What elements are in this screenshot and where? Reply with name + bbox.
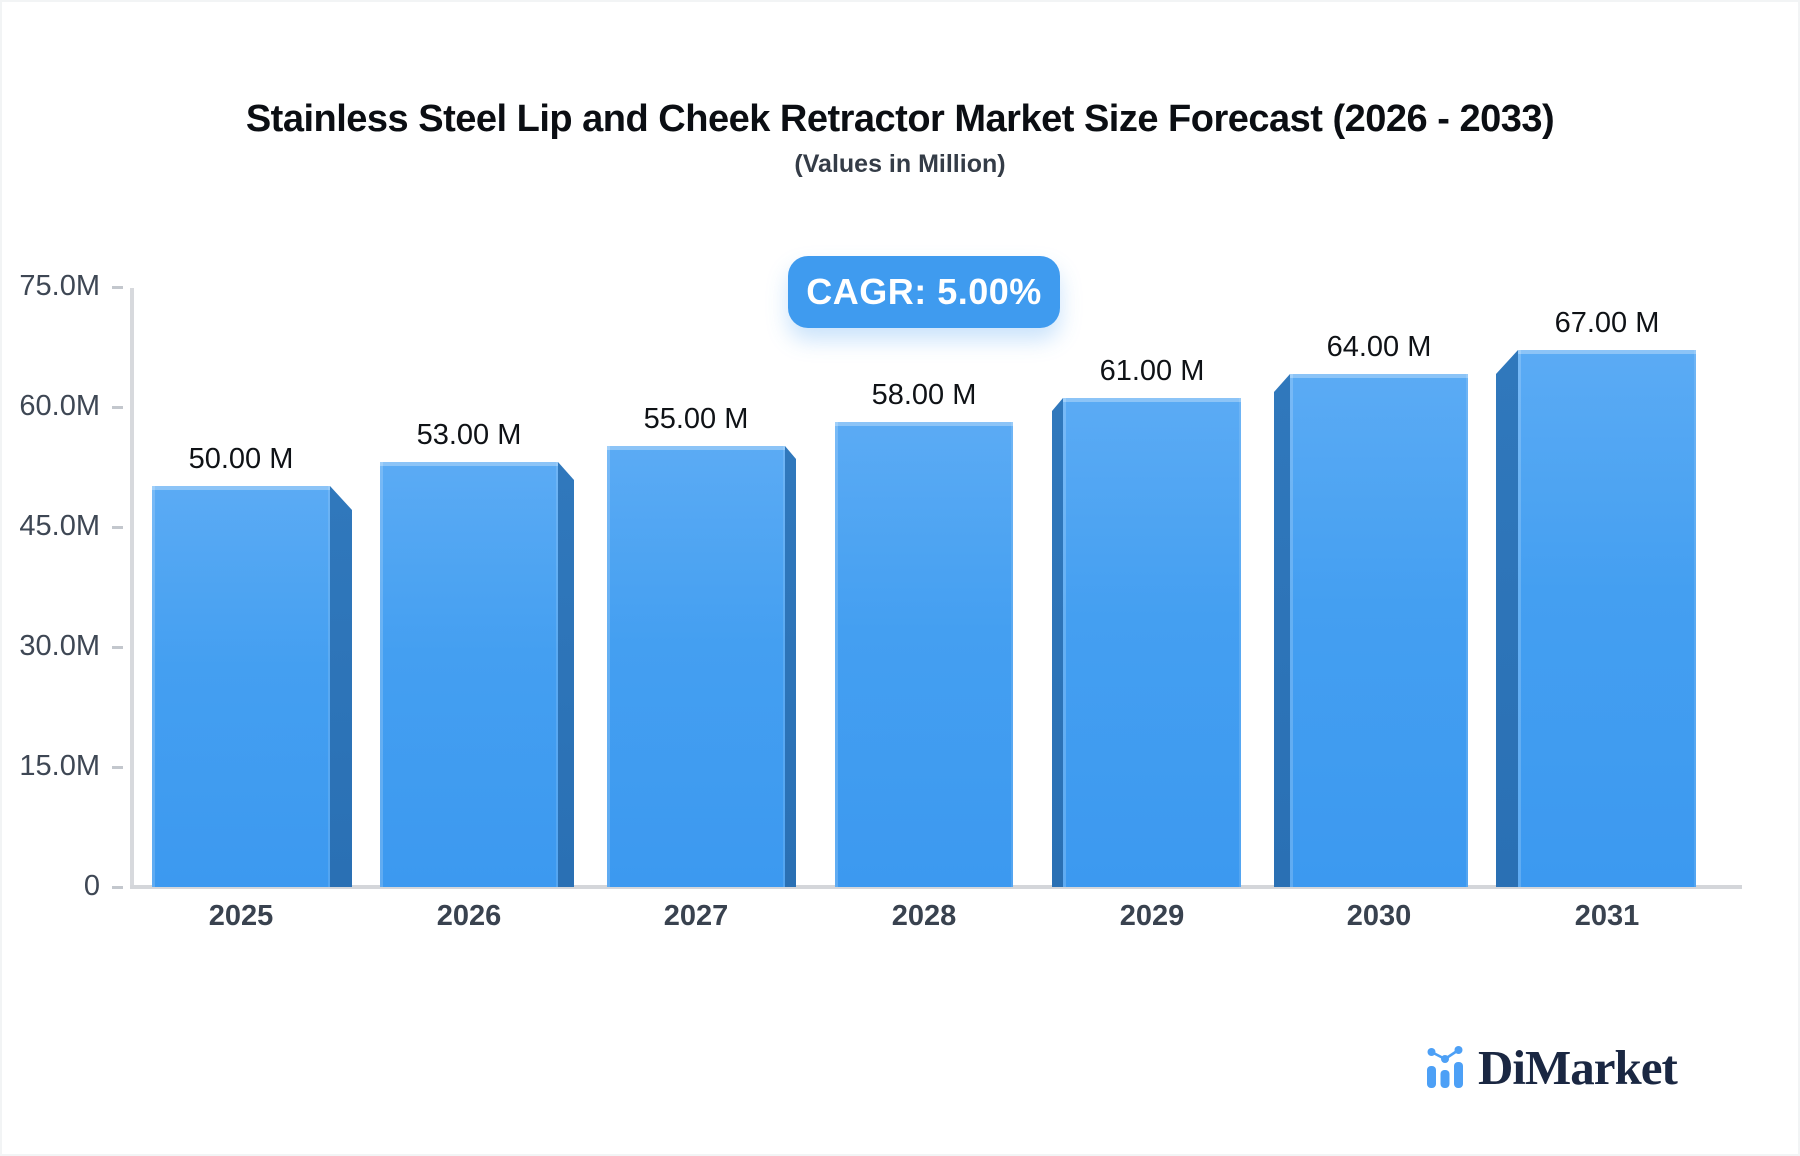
x-axis-label-2031: 2031 — [1574, 900, 1640, 932]
cagr-badge-label: CAGR: 5.00% — [806, 271, 1042, 312]
x-axis-label-2025: 2025 — [208, 900, 274, 932]
bar-2029[interactable] — [1063, 398, 1241, 887]
x-axis-label-2030: 2030 — [1346, 900, 1412, 932]
y-axis-label: 0 — [83, 870, 100, 902]
bar-value-label: 67.00 M — [1554, 307, 1660, 339]
page-title: Stainless Steel Lip and Cheek Retractor … — [245, 98, 1555, 140]
bar-side-2029 — [1052, 398, 1063, 887]
x-axis-line — [130, 885, 1742, 889]
y-axis-label: 30.0M — [19, 630, 100, 662]
bar-side-2026 — [558, 462, 574, 887]
brand-logo: DiMarket — [1424, 1040, 1678, 1102]
bar-2028[interactable] — [835, 422, 1013, 887]
bar-2030[interactable] — [1290, 374, 1468, 887]
bar-2031[interactable] — [1518, 350, 1696, 887]
x-axis-label-2027: 2027 — [663, 900, 729, 932]
y-axis-label: 75.0M — [19, 270, 100, 302]
bar-value-label: 53.00 M — [416, 419, 522, 451]
bar-2027[interactable] — [607, 446, 785, 887]
page-subtitle: (Values in Million) — [794, 150, 1006, 178]
y-axis-label: 15.0M — [19, 750, 100, 782]
x-axis-label-2026: 2026 — [436, 900, 502, 932]
y-axis-tick — [112, 526, 123, 529]
bar-side-2027 — [785, 446, 796, 887]
y-axis-tick — [112, 286, 123, 289]
y-axis-tick — [112, 646, 123, 649]
y-axis-label: 45.0M — [19, 510, 100, 542]
bar-line-chart-icon — [1427, 1046, 1463, 1088]
bar-2025[interactable] — [152, 486, 330, 887]
brand-logo-text: DiMarket — [1478, 1040, 1678, 1095]
bar-side-2025 — [330, 486, 352, 887]
x-axis-label-2029: 2029 — [1119, 900, 1185, 932]
bar-2026[interactable] — [380, 462, 558, 887]
y-axis-label: 60.0M — [19, 390, 100, 422]
bar-value-label: 58.00 M — [871, 379, 977, 411]
y-axis-tick — [112, 766, 123, 769]
y-axis-line — [130, 288, 134, 889]
y-axis-tick — [112, 406, 123, 409]
x-axis-label-2028: 2028 — [891, 900, 957, 932]
bar-value-label: 50.00 M — [188, 443, 294, 475]
bar-value-label: 61.00 M — [1099, 355, 1205, 387]
y-axis-tick — [112, 886, 123, 889]
bar-value-label: 64.00 M — [1326, 331, 1432, 363]
cagr-badge: CAGR: 5.00% — [788, 256, 1060, 328]
bar-side-2030 — [1274, 374, 1290, 887]
bar-value-label: 55.00 M — [643, 403, 749, 435]
bar-side-2031 — [1496, 350, 1518, 887]
